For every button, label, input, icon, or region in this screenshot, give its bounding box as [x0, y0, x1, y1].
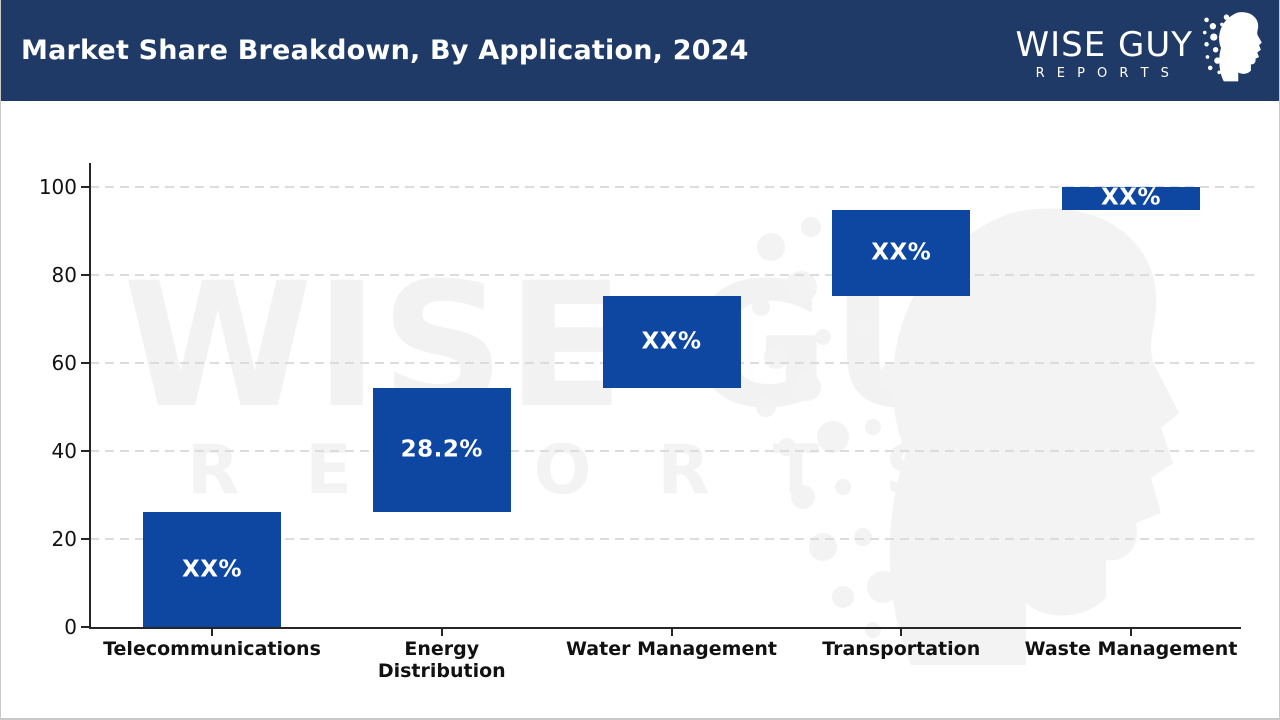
bar-value-label: XX%: [641, 328, 702, 355]
y-tick-label: 80: [51, 263, 77, 287]
bar-value-label: XX%: [181, 556, 242, 583]
bar-value-label: XX%: [1100, 184, 1161, 211]
x-category-label: Transportation: [822, 638, 981, 660]
page-title: Market Share Breakdown, By Application, …: [21, 35, 749, 66]
bar-telecommunications: XX%: [143, 512, 281, 627]
bar-value-label: 28.2%: [400, 436, 483, 463]
bar-waste-management: XX%: [1062, 184, 1200, 211]
y-tick-label: 0: [64, 615, 77, 639]
x-category-label: Water Management: [566, 638, 777, 660]
brand-name: WISE GUY: [1015, 25, 1193, 65]
gridline-y-20: [90, 538, 1255, 540]
y-tick-label: 20: [51, 527, 77, 551]
x-category-label: Waste Management: [1024, 638, 1238, 660]
y-tick-label: 40: [51, 439, 77, 463]
brand-logo: WISE GUY R E P O R T S: [1015, 8, 1265, 96]
bar-energy-distribution: 28.2%: [372, 388, 511, 513]
gridline-y-80: [90, 274, 1255, 276]
x-category-label: Energy Distribution: [377, 638, 506, 682]
gridline-y-40: [90, 450, 1255, 452]
brand-logo-text: WISE GUY R E P O R T S: [1015, 27, 1193, 83]
head-profile-logo-icon: [1202, 12, 1262, 82]
x-tick-mark: [900, 629, 903, 636]
y-tick-mark: [81, 450, 90, 452]
x-tick-mark: [1130, 629, 1132, 636]
y-axis-line: [89, 163, 91, 629]
bar-water-management: XX%: [602, 296, 741, 389]
x-tick-mark: [440, 629, 443, 636]
x-tick-mark: [670, 629, 673, 636]
y-tick-mark: [81, 274, 90, 276]
bar-value-label: XX%: [871, 239, 932, 266]
brand-tagline: R E P O R T S: [1035, 66, 1173, 81]
x-tick-mark: [211, 629, 213, 636]
y-tick-mark: [81, 362, 90, 364]
y-tick-label: 100: [38, 175, 77, 199]
x-axis-line: [89, 627, 1241, 629]
x-category-label: Telecommunications: [103, 638, 321, 660]
bar-transportation: XX%: [832, 209, 971, 297]
y-tick-mark: [81, 626, 90, 628]
header-band: Market Share Breakdown, By Application, …: [1, 0, 1279, 101]
y-tick-label: 60: [51, 351, 77, 375]
y-tick-mark: [81, 186, 90, 188]
y-tick-mark: [81, 538, 90, 540]
gridline-y-100: [90, 186, 1255, 188]
